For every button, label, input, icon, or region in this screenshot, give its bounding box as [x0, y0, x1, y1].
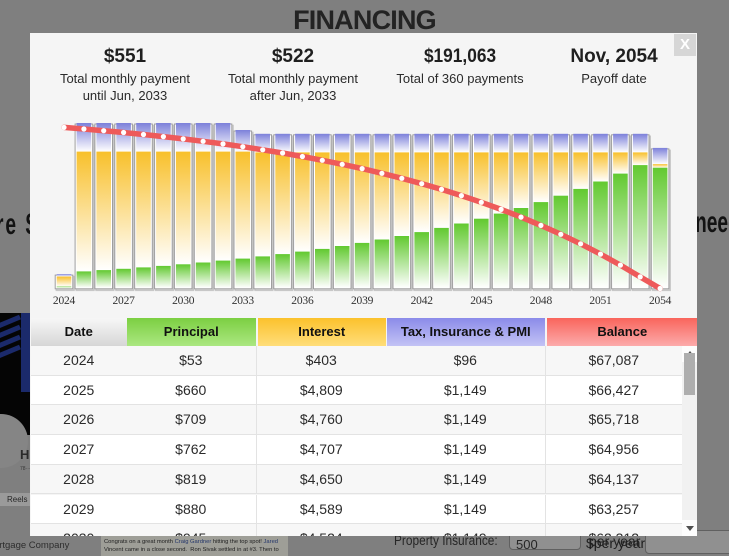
svg-text:2054: 2054 — [649, 295, 672, 307]
svg-text:2027: 2027 — [112, 295, 135, 307]
svg-text:2045: 2045 — [470, 295, 493, 307]
svg-text:2033: 2033 — [232, 295, 255, 307]
svg-text:H: H — [20, 447, 29, 462]
svg-text:2042: 2042 — [411, 295, 434, 307]
svg-text:2036: 2036 — [291, 295, 314, 307]
svg-text:2039: 2039 — [351, 295, 374, 307]
svg-text:2024: 2024 — [53, 295, 76, 307]
svg-text:2048: 2048 — [530, 295, 553, 307]
svg-text:2051: 2051 — [589, 295, 612, 307]
svg-text:78···: 78··· — [20, 466, 31, 472]
svg-text:2030: 2030 — [172, 295, 195, 307]
